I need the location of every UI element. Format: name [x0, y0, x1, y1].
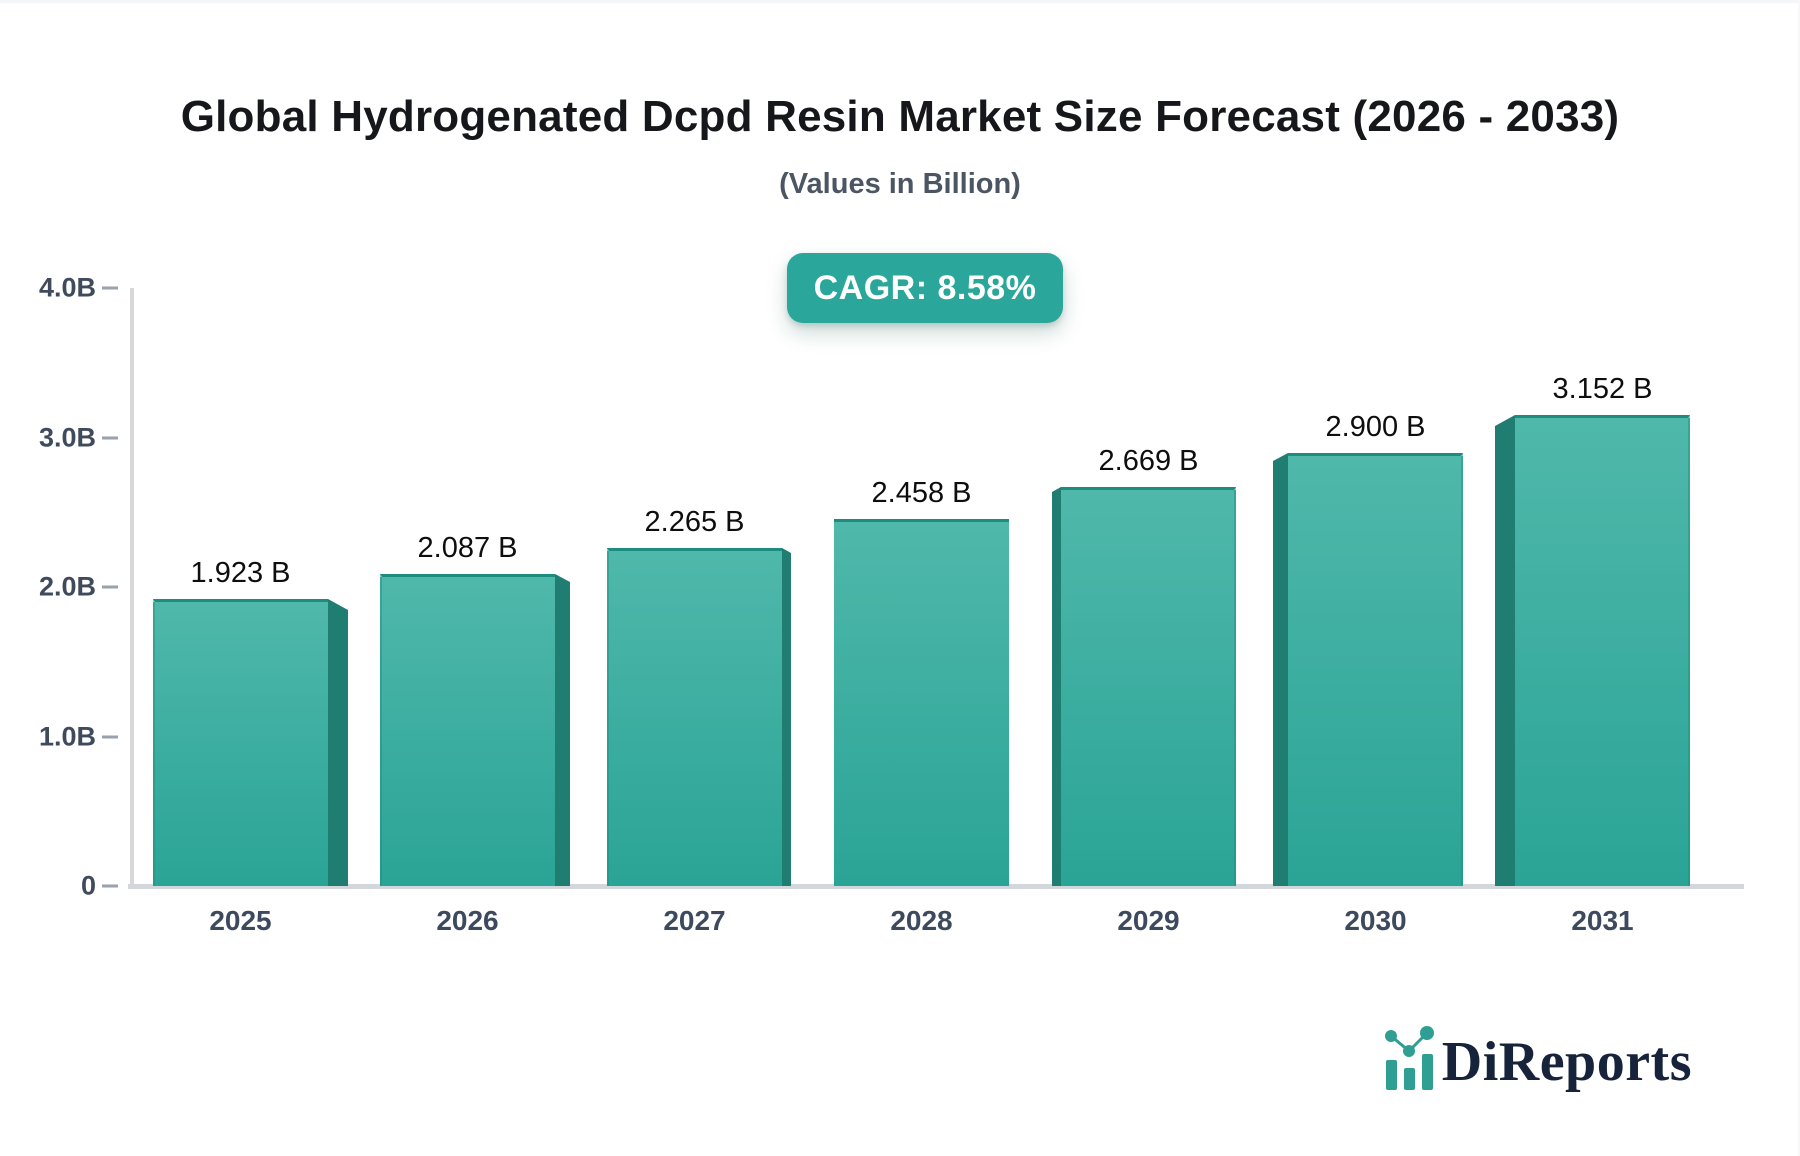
- bar-value-label: 2.458 B: [871, 477, 972, 509]
- x-tick-label: 2030: [1344, 905, 1407, 936]
- y-tick-label: 1.0B: [38, 721, 96, 752]
- y-tick-mark: [102, 585, 118, 589]
- bar-value-label: 1.923 B: [190, 557, 291, 589]
- bar-2030: [1288, 453, 1463, 886]
- bar-2026: [380, 574, 555, 886]
- bar-3d-side-face: [1273, 453, 1288, 886]
- bar-3d-side-face: [328, 599, 348, 886]
- x-tick-label: 2028: [890, 905, 953, 936]
- bar-value-label: 2.087 B: [417, 532, 518, 564]
- x-tick-label: 2026: [436, 905, 499, 936]
- y-tick-label: 2.0B: [38, 571, 96, 602]
- bar-3d-side-face: [782, 548, 791, 886]
- bar-3d-side-face: [555, 574, 570, 886]
- bar-value-label: 2.900 B: [1325, 411, 1426, 443]
- bar-2029: [1061, 487, 1236, 886]
- y-tick-label: 0: [80, 870, 96, 901]
- bar-value-label: 3.152 B: [1552, 373, 1653, 405]
- mini-bar-chart-logo-icon: [1384, 1026, 1434, 1090]
- y-tick-label: 3.0B: [38, 422, 96, 453]
- chart-title: Global Hydrogenated Dcpd Resin Market Si…: [180, 92, 1620, 141]
- bar-value-label: 2.265 B: [644, 506, 745, 538]
- y-tick-mark: [102, 286, 118, 290]
- brand-logo: DiReports: [1384, 1026, 1692, 1090]
- y-tick-mark: [102, 436, 118, 440]
- x-tick-label: 2029: [1117, 905, 1180, 936]
- y-tick-mark: [102, 884, 118, 888]
- bar-2031: [1515, 415, 1690, 886]
- cagr-badge: CAGR: 8.58%: [787, 253, 1063, 323]
- chart-subtitle: (Values in Billion): [779, 168, 1021, 200]
- bar-value-label: 2.669 B: [1098, 445, 1199, 477]
- y-tick-label: 4.0B: [38, 272, 96, 303]
- x-tick-label: 2025: [209, 905, 272, 936]
- x-tick-label: 2031: [1571, 905, 1634, 936]
- y-tick-mark: [102, 735, 118, 739]
- x-axis-baseline: [128, 884, 1744, 889]
- x-tick-label: 2027: [663, 905, 726, 936]
- cagr-badge-label: CAGR: 8.58%: [813, 268, 1037, 307]
- brand-logo-text: DiReports: [1441, 1031, 1692, 1093]
- bar-3d-side-face: [1052, 487, 1061, 886]
- y-axis-line: [130, 288, 134, 886]
- bar-2028: [834, 519, 1009, 886]
- bar-2025: [153, 599, 328, 886]
- bar-2027: [607, 548, 782, 886]
- bar-3d-side-face: [1495, 415, 1515, 886]
